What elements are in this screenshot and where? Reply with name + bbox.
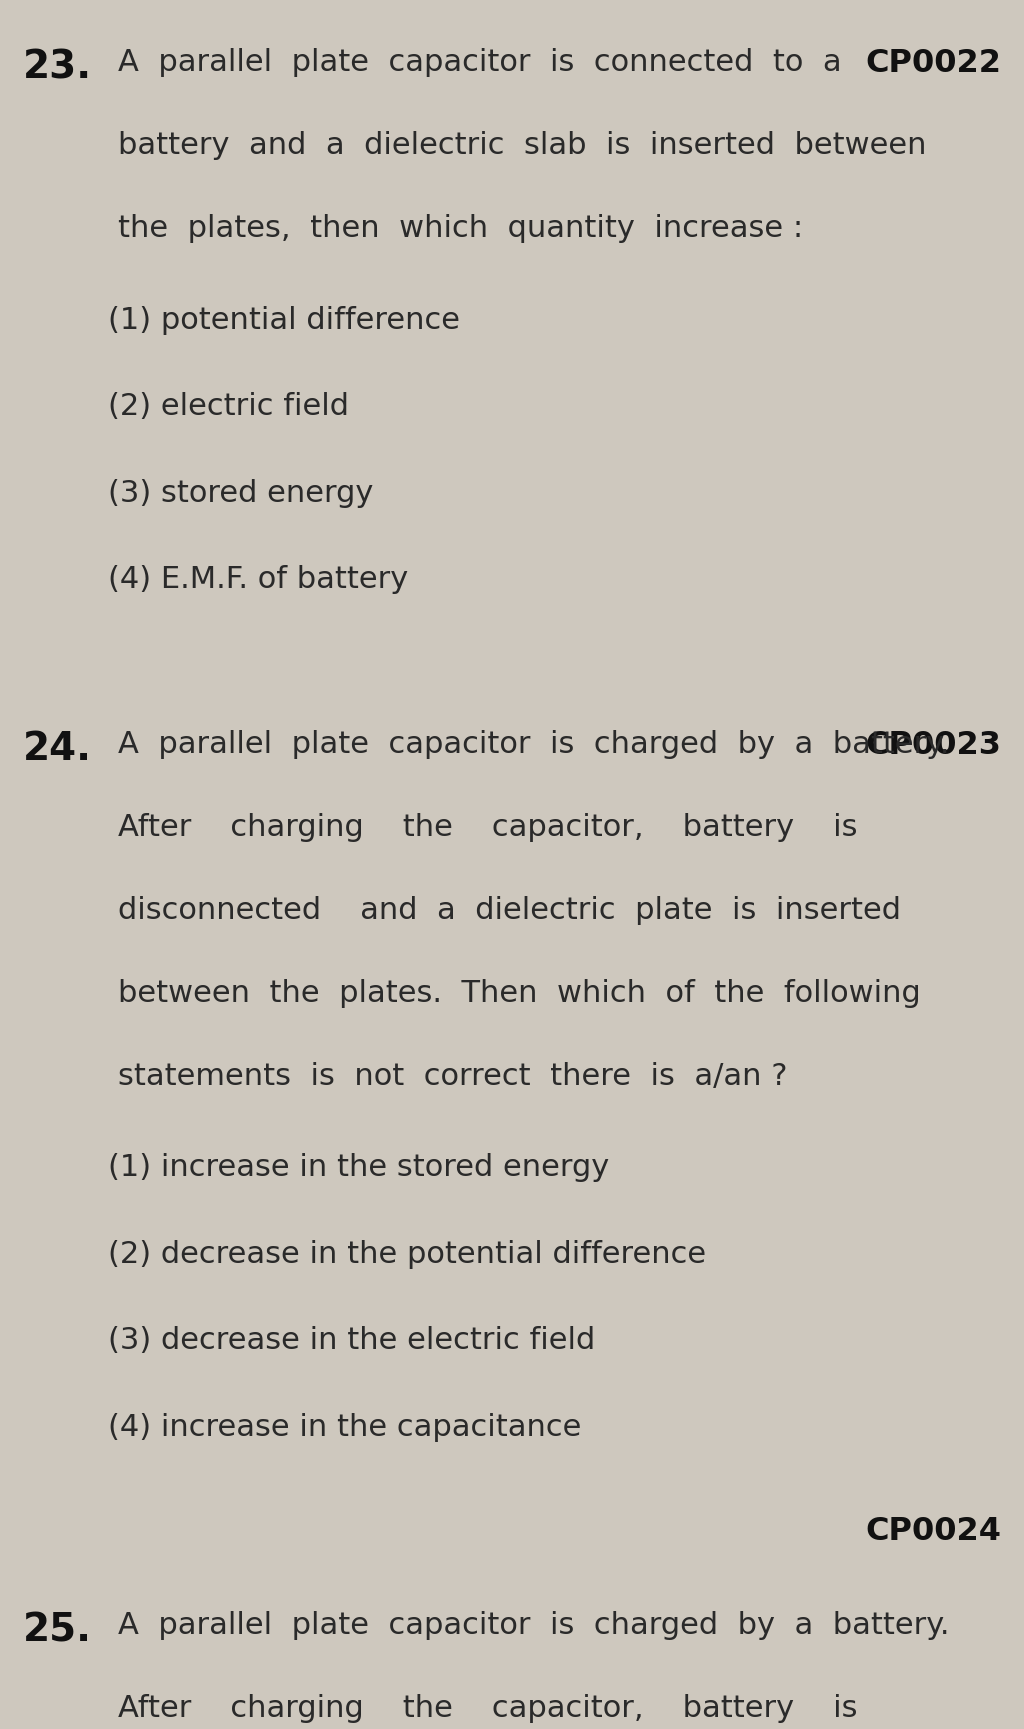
Text: (2) decrease in the potential difference: (2) decrease in the potential difference xyxy=(108,1240,706,1269)
Text: (1) increase in the stored energy: (1) increase in the stored energy xyxy=(108,1153,609,1183)
Text: (4) E.M.F. of battery: (4) E.M.F. of battery xyxy=(108,565,408,595)
Text: A  parallel  plate  capacitor  is  connected  to  a: A parallel plate capacitor is connected … xyxy=(118,48,842,78)
Text: After    charging    the    capacitor,    battery    is: After charging the capacitor, battery is xyxy=(118,1694,857,1724)
Text: 25.: 25. xyxy=(23,1611,91,1649)
Text: (3) decrease in the electric field: (3) decrease in the electric field xyxy=(108,1326,595,1356)
Text: battery  and  a  dielectric  slab  is  inserted  between: battery and a dielectric slab is inserte… xyxy=(118,131,927,161)
Text: (2) electric field: (2) electric field xyxy=(108,392,348,422)
Text: (1) potential difference: (1) potential difference xyxy=(108,306,460,335)
Text: the  plates,  then  which  quantity  increase :: the plates, then which quantity increase… xyxy=(118,214,803,244)
Text: CP0023: CP0023 xyxy=(865,730,1001,761)
Text: statements  is  not  correct  there  is  a/an ?: statements is not correct there is a/an … xyxy=(118,1062,787,1091)
Text: 23.: 23. xyxy=(23,48,92,86)
Text: disconnected    and  a  dielectric  plate  is  inserted: disconnected and a dielectric plate is i… xyxy=(118,896,901,925)
Text: A  parallel  plate  capacitor  is  charged  by  a  battery.: A parallel plate capacitor is charged by… xyxy=(118,1611,949,1641)
Text: (4) increase in the capacitance: (4) increase in the capacitance xyxy=(108,1413,581,1442)
Text: CP0024: CP0024 xyxy=(865,1516,1001,1547)
Text: 24.: 24. xyxy=(23,730,91,768)
Text: between  the  plates.  Then  which  of  the  following: between the plates. Then which of the fo… xyxy=(118,979,921,1008)
Text: (3) stored energy: (3) stored energy xyxy=(108,479,373,508)
Text: CP0022: CP0022 xyxy=(865,48,1001,80)
Text: After    charging    the    capacitor,    battery    is: After charging the capacitor, battery is xyxy=(118,813,857,842)
Text: A  parallel  plate  capacitor  is  charged  by  a  battery.: A parallel plate capacitor is charged by… xyxy=(118,730,949,759)
